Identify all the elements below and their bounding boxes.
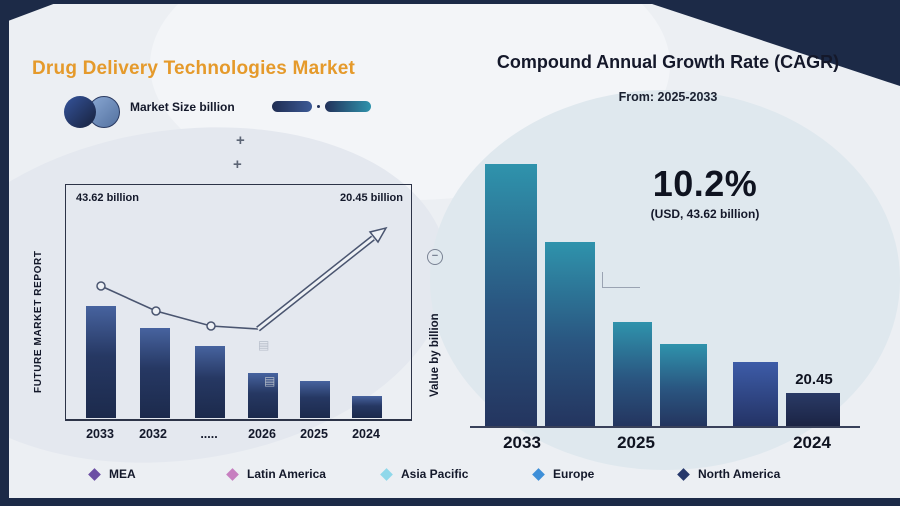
bar-2026 [248, 373, 278, 418]
legend-item-mea: MEA [88, 467, 136, 481]
cagr-detail: (USD, 43.62 billion) [650, 207, 760, 221]
bar-2033 [86, 306, 116, 418]
bar-2025-b [660, 344, 707, 426]
diamond-icon [677, 467, 690, 481]
scale-bars-icon [272, 101, 371, 112]
diamond-icon [380, 467, 393, 481]
scale-bar-navy [272, 101, 312, 112]
bar-2033-a [485, 164, 537, 426]
start-value-label: 43.62 billion [76, 192, 139, 204]
legend-label: Latin America [247, 467, 326, 481]
x-label-2025: 2025 [300, 427, 328, 441]
bar-2032 [140, 328, 170, 418]
scale-dot [317, 105, 320, 108]
x-label-2033: 2033 [86, 427, 114, 441]
plus-icon: + [236, 132, 245, 149]
frame-top-right-wedge [640, 0, 900, 86]
pill-dark-circle [64, 96, 96, 128]
x-label-2032: 2032 [139, 427, 167, 441]
bar-2025 [300, 381, 330, 418]
x-label-2024: 2024 [352, 427, 380, 441]
legend-label: MEA [109, 467, 136, 481]
grid-mark-icon: ▤ [264, 374, 276, 388]
bar-2024 [352, 396, 382, 418]
x-label-2026: 2026 [248, 427, 276, 441]
x-label-2024: 2024 [793, 433, 831, 452]
value-annotation-2024: 20.45 [795, 371, 833, 388]
left-chart-plot: 43.62 billion 20.45 billion [65, 184, 412, 421]
right-chart-baseline [470, 426, 860, 428]
diamond-icon [88, 467, 101, 481]
frame-left [0, 0, 9, 506]
frame-top [0, 0, 900, 4]
left-chart-side-label: FUTURE MARKET REPORT [33, 250, 44, 394]
plus-icon: + [233, 156, 242, 173]
minus-circle-icon: − [427, 249, 443, 265]
market-size-legend-label: Market Size billion [130, 100, 235, 114]
legend-item-europe: Europe [532, 467, 595, 481]
legend-item-asia-pacific: Asia Pacific [380, 467, 469, 481]
x-label-2025: 2025 [617, 433, 655, 452]
trend-arrow [96, 226, 388, 332]
frame-bottom [0, 498, 900, 506]
diamond-icon [226, 467, 239, 481]
bar-2024-a [733, 362, 778, 426]
right-chart-plot [470, 160, 862, 428]
bar-2024-b [786, 393, 840, 426]
left-chart-title: Drug Delivery Technologies Market [32, 58, 356, 79]
callout-line [602, 272, 640, 288]
right-chart-y-label: Value by billion [429, 313, 441, 397]
right-chart-subtitle: From: 2025-2033 [618, 90, 718, 104]
market-size-pill-icon [64, 94, 124, 130]
scale-bar-teal [325, 101, 371, 112]
legend-label: North America [698, 467, 781, 481]
grid-mark-icon: ▤ [258, 338, 270, 352]
legend-label: Europe [553, 467, 595, 481]
diamond-icon [532, 467, 545, 481]
legend-label: Asia Pacific [401, 467, 469, 481]
legend-item-latin-america: Latin America [226, 467, 326, 481]
legend-item-north-america: North America [677, 467, 781, 481]
bar-2025-a [613, 322, 652, 426]
bar-2033-b [545, 242, 595, 426]
end-value-label: 20.45 billion [340, 192, 403, 204]
right-chart-title: Compound Annual Growth Rate (CAGR) [496, 52, 840, 72]
x-label-dots: ..... [200, 427, 218, 441]
bar-intermediate [195, 346, 225, 418]
cagr-value: 10.2% [652, 163, 758, 204]
x-label-2033: 2033 [503, 433, 541, 452]
